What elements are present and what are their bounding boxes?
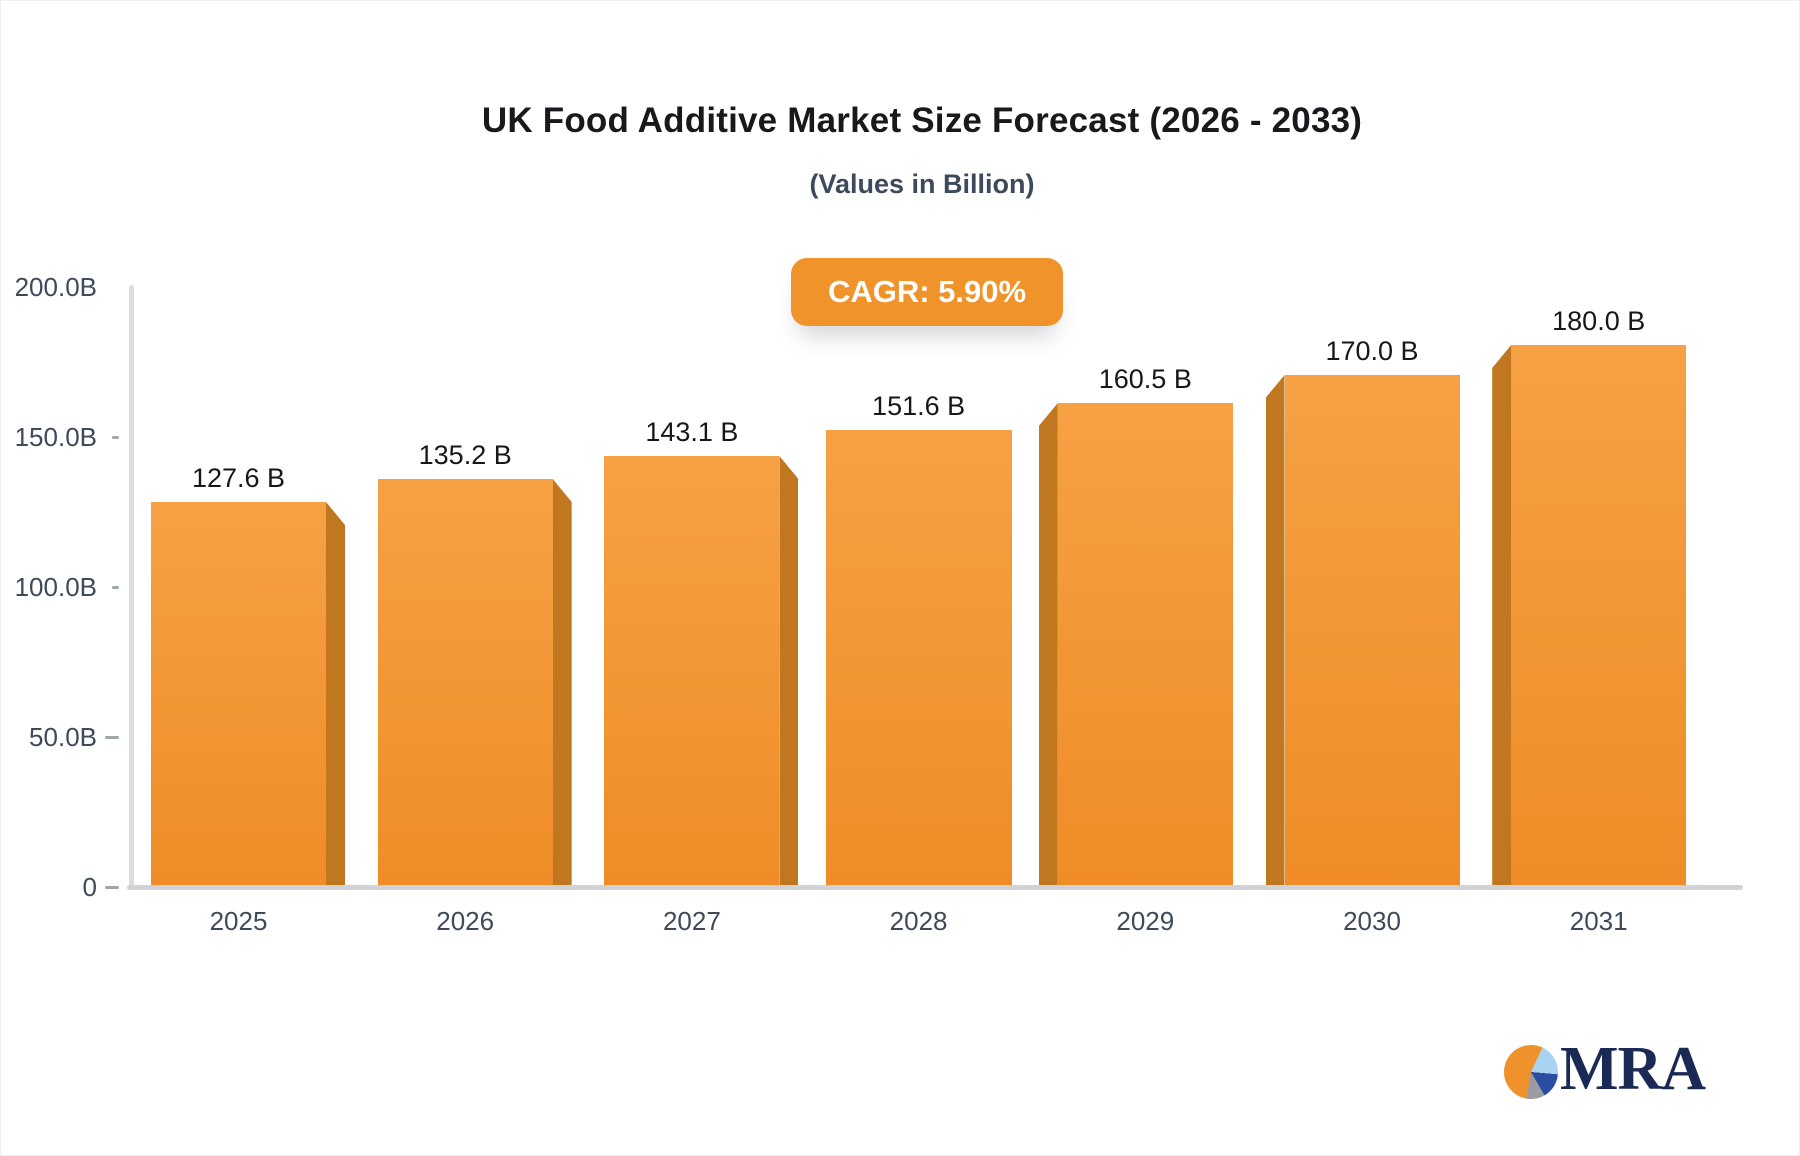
y-axis-label: 200.0B [14,272,97,302]
logo-text: MRA [1560,1035,1706,1103]
y-axis-label: 100.0B [14,572,97,602]
y-axis-tick [112,436,119,439]
bar-value-label: 151.6 B [872,391,966,421]
bar-value-label: 143.1 B [645,417,739,447]
x-axis-label: 2031 [1569,906,1628,936]
y-axis-tick [112,586,119,589]
y-axis-label: 50.0B [29,722,97,752]
mra-logo: MRA [1504,1035,1706,1103]
bar-2025 [151,502,326,885]
y-axis-tick [105,886,119,889]
bar-2029 [1057,403,1233,885]
bar-3d-side [552,479,572,885]
bar-2028 [825,430,1012,885]
bar-3d-side [1492,345,1512,885]
bar-2031 [1511,345,1687,885]
bar-3d-side [326,502,345,885]
bar-2027 [604,456,780,885]
chart-subtitle: (Values in Billion) [809,169,1035,199]
cagr-badge: CAGR: 5.90% [791,258,1063,326]
bar-value-label: 127.6 B [191,463,286,493]
bar-value-label: 180.0 B [1552,306,1646,336]
y-axis-tick [105,736,119,739]
bar-2030 [1284,375,1460,885]
bar-2026 [377,479,553,885]
x-axis-label: 2030 [1343,906,1401,936]
x-axis-label: 2027 [662,906,721,936]
bar-value-label: 170.0 B [1325,336,1419,366]
bar-3d-side [1265,375,1285,885]
x-axis-label: 2029 [1116,906,1175,936]
x-axis-label: 2025 [209,906,268,936]
chart-title: UK Food Additive Market Size Forecast (2… [481,101,1363,140]
y-axis-line [129,285,134,889]
bar-value-label: 160.5 B [1098,364,1192,394]
pie-chart-logo-icon [1504,1045,1558,1099]
x-axis-line [127,885,1743,890]
cagr-badge-label: CAGR: 5.90% [827,274,1027,309]
bar-value-label: 135.2 B [418,440,512,470]
bar-3d-side [1038,403,1058,885]
bar-3d-side [779,456,799,885]
y-axis-label: 0 [82,872,97,902]
x-axis-label: 2028 [889,906,948,936]
x-axis-label: 2026 [436,906,495,936]
y-axis-label: 150.0B [14,422,97,452]
